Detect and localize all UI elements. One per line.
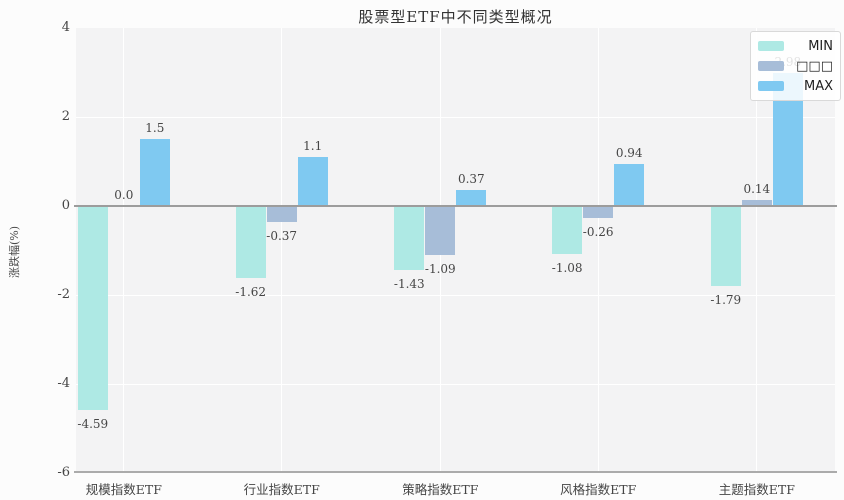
value-label-MIN: -4.59 [77,417,109,432]
gridline-h [76,294,835,296]
gridline-h [76,116,835,118]
bar-MIN [710,206,741,286]
bar-median [425,206,456,255]
legend-swatch-MAX [758,81,784,91]
legend-item-MIN: MIN [751,36,840,56]
x-tick-label: 风格指数ETF [560,482,637,497]
legend-label-MAX: MAX [803,78,833,94]
legend: MIN □□□ MAX [750,31,841,101]
bar-median [741,199,772,206]
value-label-median: 0.0 [114,188,134,202]
gridline-v [123,28,125,473]
y-axis-label: 涨跌幅(%) [8,225,21,279]
value-label-MIN: -1.43 [393,276,425,291]
value-label-MIN: -1.08 [551,261,583,276]
zero-line [74,205,837,207]
bar-median [583,206,614,218]
value-label-MIN: -1.62 [235,285,267,300]
gridline-v [756,28,758,473]
y-tick-label: -4 [57,376,70,391]
value-label-median: -1.09 [424,261,456,276]
bar-median [266,206,297,223]
value-label-MAX: 1.1 [303,139,323,154]
value-label-median: -0.37 [266,229,298,244]
bar-MAX [139,139,170,206]
bar-MIN [77,206,108,411]
value-label-MAX: 0.37 [457,171,485,186]
x-axis-line [74,471,837,473]
legend-item-MAX: MAX [751,76,840,96]
legend-swatch-MIN [758,41,784,51]
value-label-median: -0.26 [582,224,614,239]
legend-swatch-median [758,61,784,71]
y-tick-label: 4 [61,20,70,35]
plot-area: -4.59 -1.62 -1.43 -1.08 -1.79 0.0 -0.37 -1.09 -0… [74,28,837,473]
x-tick-label: 主题指数ETF [718,482,795,497]
y-tick-label: -2 [57,287,70,302]
value-label-MAX: 0.94 [615,146,643,161]
value-label-median: 0.14 [743,181,771,196]
legend-label-median: □□□ [796,58,833,74]
gridline-h [76,383,835,385]
bar-MAX [297,157,328,206]
bar-MIN [235,206,266,279]
x-tick-label: 策略指数ETF [402,482,479,497]
value-label-MIN: -1.79 [710,292,742,307]
y-tick-label: -6 [57,465,70,480]
gridline-v [281,28,283,473]
chart-title: 股票型ETF中不同类型概况 [358,8,553,26]
legend-item-median: □□□ [751,56,840,76]
bar-MAX [614,164,645,206]
gridline-v [597,28,599,473]
bar-MAX [456,189,487,206]
bar-MIN [552,206,583,255]
x-tick-label: 行业指数ETF [243,482,320,497]
x-tick-label: 规模指数ETF [85,482,162,497]
value-label-MAX: 1.5 [145,121,165,136]
y-tick-label: 0 [61,198,70,213]
legend-label-MIN: MIN [808,38,833,54]
y-tick-label: 2 [61,109,70,124]
bar-MIN [394,206,425,270]
